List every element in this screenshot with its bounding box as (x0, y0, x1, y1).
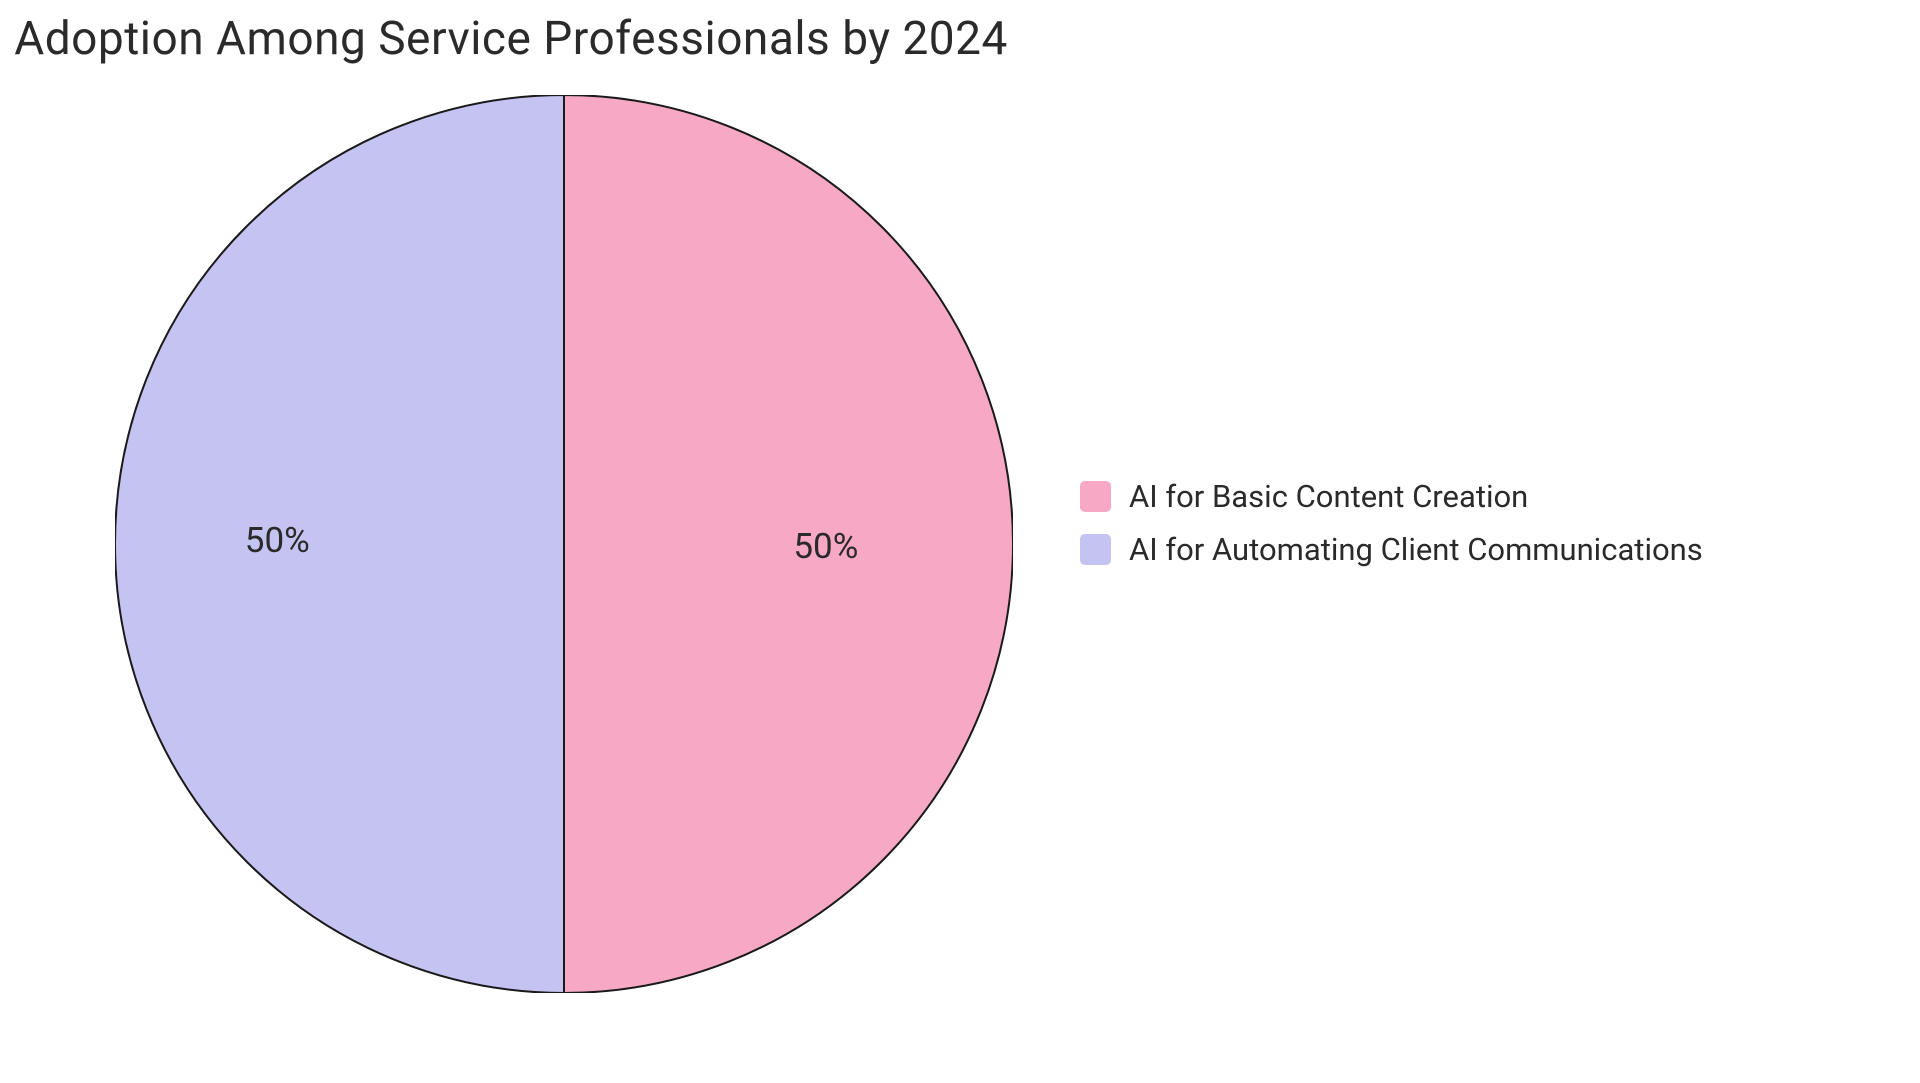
legend-item-1: AI for Automating Client Communications (1080, 531, 1703, 568)
chart-title: ted AI Adoption Among Service Profession… (0, 12, 1008, 66)
legend: AI for Basic Content Creation AI for Aut… (1080, 478, 1703, 568)
slice-label-0: 50% (793, 526, 858, 567)
pie-slice-1 (115, 95, 564, 993)
pie-slice-0 (564, 95, 1013, 993)
slice-label-1: 50% (245, 520, 310, 561)
legend-label-0: AI for Basic Content Creation (1129, 478, 1528, 515)
pie-chart: 50% 50% (115, 95, 1013, 993)
chart-container: ted AI Adoption Among Service Profession… (0, 0, 1920, 1083)
legend-item-0: AI for Basic Content Creation (1080, 478, 1703, 515)
legend-label-1: AI for Automating Client Communications (1129, 531, 1703, 568)
legend-swatch-1 (1080, 534, 1111, 565)
legend-swatch-0 (1080, 481, 1111, 512)
